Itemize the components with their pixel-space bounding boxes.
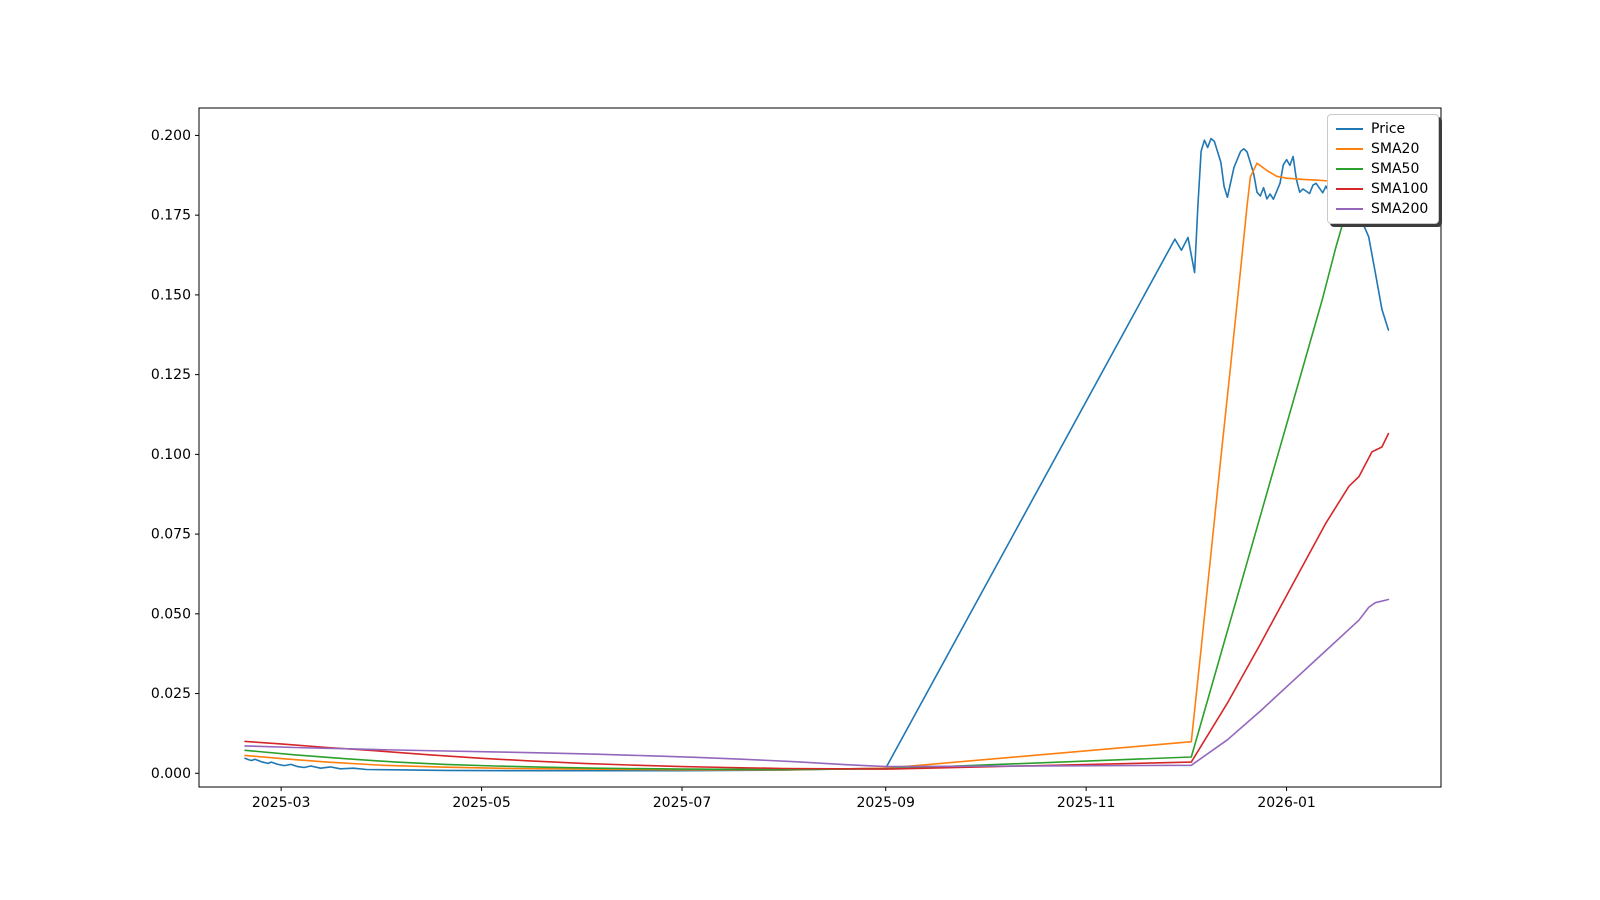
y-tick-label: 0.125: [151, 367, 191, 383]
y-tick-label: 0.075: [151, 527, 191, 543]
legend-item-sma50: SMA50: [1336, 159, 1430, 179]
y-tick-label: 0.050: [151, 606, 191, 622]
y-tick-label: 0.000: [151, 766, 191, 782]
x-tick-label: 2025-09: [856, 795, 915, 811]
y-tick-label: 0.175: [151, 208, 191, 224]
y-tick-label: 0.150: [151, 287, 191, 303]
legend-line-icon-sma50: [1336, 168, 1363, 170]
axes-frame: [198, 107, 1442, 788]
x-tick-label: 2025-07: [653, 795, 712, 811]
legend-item-sma200: SMA200: [1336, 199, 1430, 219]
series-line-sma200: [244, 598, 1390, 768]
legend-line-icon-sma100: [1336, 188, 1363, 190]
legend-line-icon-sma200: [1336, 208, 1363, 210]
legend-item-price: Price: [1336, 119, 1430, 139]
legend-line-icon-price: [1336, 128, 1363, 130]
legend-line-icon-sma20: [1336, 148, 1363, 150]
legend-label: Price: [1371, 121, 1406, 137]
series-line-sma100: [244, 432, 1390, 770]
legend-label: SMA200: [1371, 201, 1429, 217]
series-line-sma50: [244, 178, 1390, 771]
legend-item-sma100: SMA100: [1336, 179, 1430, 199]
y-tick-label: 0.200: [151, 128, 191, 144]
series-line-price: [244, 137, 1390, 772]
y-tick-label: 0.025: [151, 686, 191, 702]
legend: Price SMA20 SMA50 SMA100 SMA200: [1327, 114, 1439, 224]
legend-label: SMA50: [1371, 161, 1420, 177]
x-tick-label: 2025-03: [252, 795, 311, 811]
y-tick-label: 0.100: [151, 447, 191, 463]
legend-item-sma20: SMA20: [1336, 139, 1430, 159]
x-tick-label: 2025-05: [452, 795, 511, 811]
legend-label: SMA20: [1371, 141, 1420, 157]
legend-label: SMA100: [1371, 181, 1429, 197]
x-tick-label: 2026-01: [1257, 795, 1316, 811]
x-tick-label: 2025-11: [1057, 795, 1116, 811]
series-line-sma20: [244, 162, 1390, 771]
